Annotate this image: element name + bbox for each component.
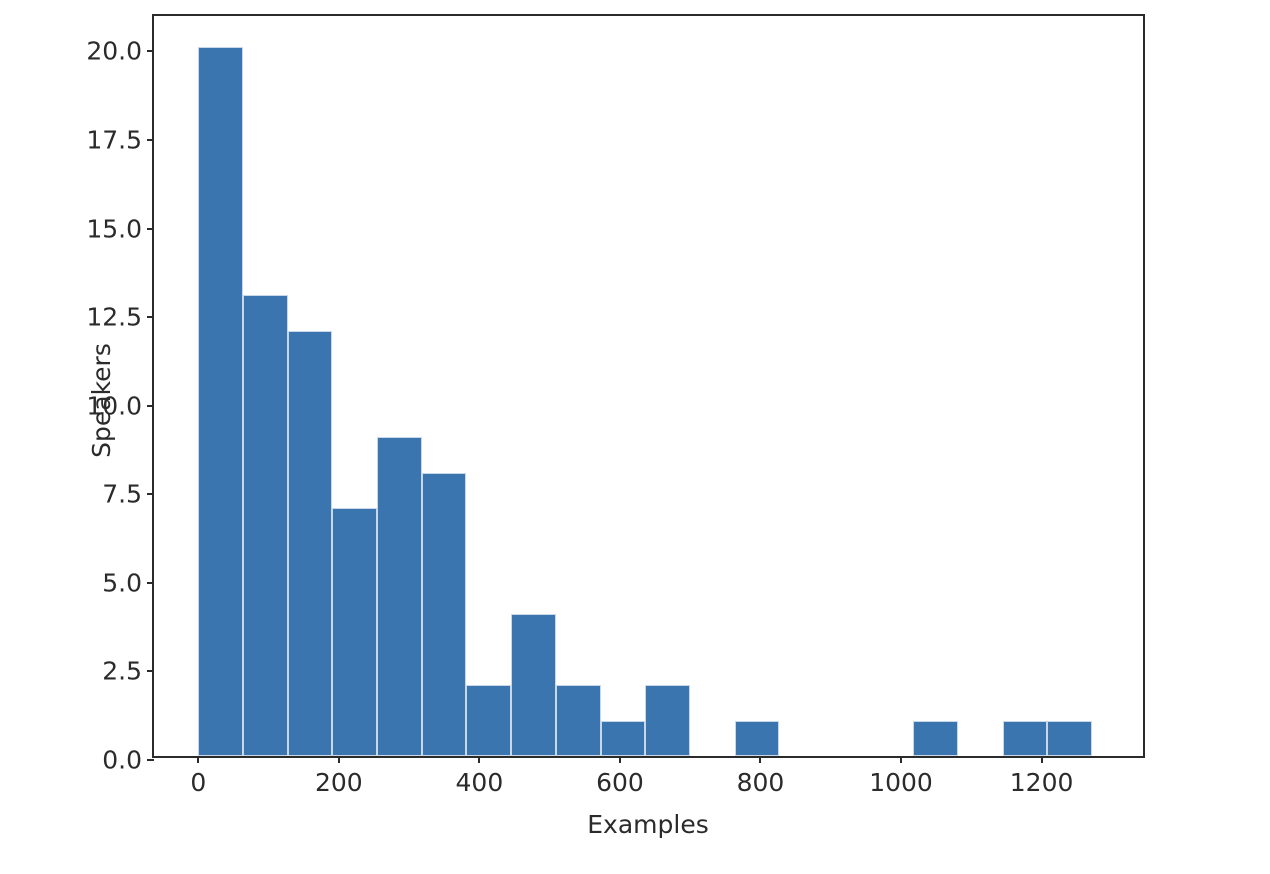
x-tick-label: 800 <box>736 768 785 797</box>
histogram-bar <box>913 720 959 756</box>
y-tick-mark <box>147 493 154 496</box>
y-tick-label: 10.0 <box>86 391 142 421</box>
y-tick-mark <box>147 50 154 53</box>
histogram-bar <box>466 685 512 756</box>
histogram-bar <box>287 330 333 756</box>
histogram-bar <box>1047 720 1093 756</box>
y-tick-label: 20.0 <box>86 36 142 66</box>
y-axis-label: Speakers <box>86 343 116 458</box>
y-tick-label: 12.5 <box>86 302 142 332</box>
bars-layer <box>154 16 1143 756</box>
histogram-bar <box>600 720 646 756</box>
histogram-bar <box>511 614 556 756</box>
y-tick-mark <box>147 670 154 673</box>
x-tick-mark <box>759 756 762 763</box>
y-tick-mark <box>147 581 154 584</box>
histogram-bar <box>377 437 422 756</box>
x-tick-label: 400 <box>455 768 504 797</box>
x-tick-label: 1000 <box>869 768 933 797</box>
histogram-bar <box>555 685 601 756</box>
x-tick-mark <box>900 756 903 763</box>
x-tick-mark <box>197 756 200 763</box>
x-tick-mark <box>1040 756 1043 763</box>
histogram-bar <box>734 720 780 756</box>
plot-area: 0.0 2.5 5.0 7.5 10.0 12.5 15.0 17.5 20.0 0 200 400… <box>86 14 1145 795</box>
x-tick-mark <box>618 756 621 763</box>
y-tick-label: 15.0 <box>86 214 142 244</box>
x-tick-label: 600 <box>596 768 644 797</box>
y-tick-label: 5.0 <box>102 568 142 598</box>
x-tick-mark <box>337 756 340 763</box>
x-tick-mark <box>478 756 481 763</box>
y-tick-mark <box>147 139 154 141</box>
x-tick-label: 200 <box>314 768 363 797</box>
y-tick-label: 0.0 <box>102 745 142 775</box>
x-axis-label: Examples <box>587 810 709 839</box>
x-tick-label: 1200 <box>1009 768 1074 797</box>
histogram-bar <box>645 685 690 756</box>
y-tick-mark <box>147 404 154 407</box>
y-tick-label: 17.5 <box>86 125 142 155</box>
y-tick-mark <box>147 227 154 230</box>
y-tick-label: 2.5 <box>102 656 142 686</box>
histogram-bar <box>242 295 288 756</box>
histogram-bar <box>198 47 243 756</box>
x-tick-label: 0 <box>190 768 207 797</box>
histogram-bar <box>1002 720 1048 756</box>
histogram-bar <box>421 472 467 756</box>
histogram-bar <box>332 508 378 756</box>
y-tick-mark <box>147 759 154 761</box>
y-tick-label: 7.5 <box>102 479 142 509</box>
y-tick-mark <box>147 316 154 319</box>
